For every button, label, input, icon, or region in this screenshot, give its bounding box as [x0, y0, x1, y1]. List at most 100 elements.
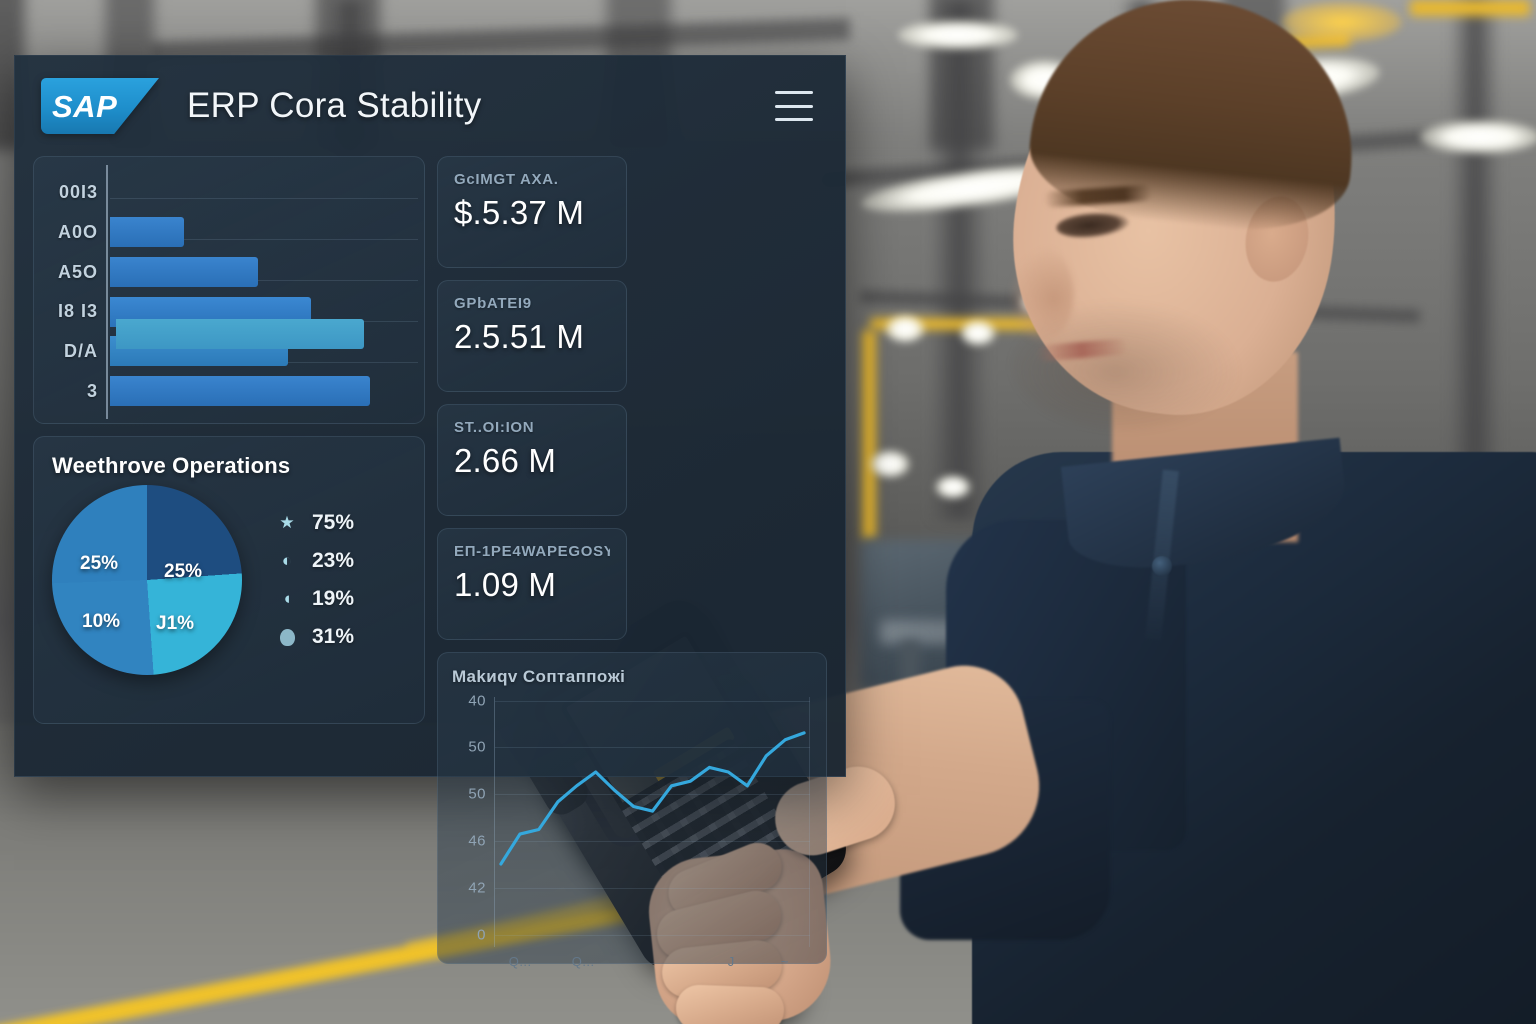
- bar-label: 3: [86, 380, 98, 401]
- yellow-rail: [862, 330, 876, 540]
- kpi-value: 2.66 M: [454, 442, 557, 479]
- dashboard-header: SAP ERP Cora Stability: [33, 56, 827, 156]
- gridline: [495, 747, 810, 748]
- legend-value: 31%: [312, 625, 355, 648]
- ceiling-light: [960, 320, 996, 346]
- legend-value: 75%: [312, 511, 355, 534]
- x-tick-label: ~: [780, 954, 789, 969]
- blob-icon: [276, 626, 298, 648]
- y-tick-label: 0: [477, 926, 486, 944]
- hamburger-line: [775, 104, 813, 108]
- x-tick-label: Q...: [571, 954, 595, 969]
- bar-chart-gridline: [110, 280, 418, 281]
- bar-row: A5O: [44, 252, 406, 292]
- kpi-card[interactable]: GcIMGT AXA. $.5.37 M: [437, 156, 627, 268]
- plot-right-border: [809, 697, 810, 947]
- pie-chart-card: Weethrove Operations 25% J1% 10% 25% ★ 7…: [33, 436, 425, 724]
- bar-chart-gridline: [110, 239, 418, 240]
- pie-chart-body: 25% J1% 10% 25% ★ 75% ◐ 23%: [52, 485, 406, 675]
- kpi-value: $.5.37 M: [454, 194, 585, 231]
- kpi-card-grid: GcIMGT AXA. $.5.37 M GPbATEI9 2.5.51 M S…: [437, 156, 827, 640]
- legend-item[interactable]: ◐ 23%: [276, 542, 354, 580]
- kpi-label: ST..OI:ION: [454, 419, 535, 436]
- kpi-label: GPbATEI9: [454, 295, 532, 312]
- line-chart-card: Makиqv Coптaппoжi 40 50 50 46 42 0: [437, 652, 827, 969]
- bar-chart-axis: [106, 165, 108, 419]
- legend-value: 19%: [312, 587, 355, 610]
- bar-row: 3: [44, 371, 406, 411]
- gridline: [495, 701, 810, 702]
- polo-button: [1152, 556, 1172, 576]
- pie-slice-label: J1%: [156, 613, 195, 634]
- kpi-label: EП-1PE4WAPEGOSY: [454, 543, 610, 560]
- y-tick-label: 40: [468, 692, 486, 710]
- bar-track: [110, 252, 406, 292]
- pie-chart-title: Weethrove Operations: [52, 453, 291, 478]
- sap-logo: SAP: [41, 78, 159, 134]
- bar-track: [110, 371, 406, 411]
- line-chart-plot: 40 50 50 46 42 0: [452, 693, 810, 969]
- pie-chart[interactable]: 25% J1% 10% 25%: [52, 485, 242, 675]
- gridline: [495, 794, 810, 795]
- warning-light: [1282, 2, 1402, 42]
- legend-item[interactable]: ◖ 19%: [276, 580, 354, 618]
- hamburger-line: [775, 91, 813, 94]
- bar-chart-card: 00I3 A0O A5O: [33, 156, 425, 424]
- bar-chart-gridline: [110, 198, 418, 199]
- bar[interactable]: [110, 257, 258, 288]
- worker-nose: [1008, 246, 1074, 342]
- line-chart-title: Makиqv Coптaппoжi: [452, 667, 626, 686]
- sap-logo-text: SAP: [52, 89, 118, 124]
- yellow-rail: [1410, 0, 1530, 16]
- y-tick-label: 50: [468, 785, 486, 803]
- x-tick-label: J: [727, 954, 735, 969]
- ceiling-light: [870, 450, 910, 478]
- bar-label: I8 I3: [57, 301, 98, 322]
- star-icon: ★: [279, 513, 295, 532]
- dashboard-left-column: 00I3 A0O A5O: [33, 156, 425, 964]
- bar-label: A5O: [57, 261, 98, 282]
- pie-legend: ★ 75% ◐ 23% ◖ 19% 31%: [276, 504, 354, 656]
- bar[interactable]: [110, 217, 184, 248]
- pie-slice-label: 10%: [82, 611, 121, 632]
- bar-highlighted[interactable]: [116, 319, 364, 349]
- hand-finger: [675, 984, 785, 1024]
- ceiling-light: [1420, 120, 1536, 154]
- pie-slice-label: 25%: [80, 553, 119, 574]
- y-tick-label: 42: [468, 879, 486, 897]
- support-pillar: [930, 0, 988, 520]
- gridline: [495, 888, 810, 889]
- bar-row: 00I3: [44, 173, 406, 213]
- y-tick-label: 46: [468, 832, 486, 850]
- line-chart-y-axis: 40 50 50 46 42 0: [452, 693, 494, 947]
- bar-label: 00I3: [58, 182, 98, 203]
- bar[interactable]: [110, 376, 371, 407]
- factory-worker: [687, 0, 1536, 1024]
- kpi-card[interactable]: GPbATEI9 2.5.51 M: [437, 280, 627, 392]
- kpi-card[interactable]: EП-1PE4WAPEGOSY 1.09 M: [437, 528, 627, 640]
- hamburger-line: [775, 118, 813, 121]
- legend-item[interactable]: 31%: [276, 618, 354, 656]
- bar-track: [110, 213, 406, 253]
- y-tick-label: 50: [468, 738, 486, 756]
- dashboard-grid: 00I3 A0O A5O: [33, 156, 827, 969]
- drop-icon: ◖: [281, 589, 293, 608]
- line-chart-series[interactable]: [495, 697, 810, 939]
- bar-track: [110, 173, 406, 213]
- gridline: [495, 935, 810, 936]
- hamburger-menu-icon[interactable]: [775, 91, 813, 121]
- bar-label: A0O: [57, 221, 98, 242]
- kpi-card[interactable]: ST..OI:ION 2.66 M: [437, 404, 627, 516]
- bar-row: A0O: [44, 213, 406, 253]
- legend-value: 23%: [312, 549, 355, 572]
- bar-label: D/A: [64, 340, 98, 361]
- ceiling-light: [885, 315, 925, 343]
- pie-slice-label: 25%: [164, 561, 203, 582]
- ceiling-light: [898, 20, 1018, 50]
- circle-quarter-icon: ◐: [281, 551, 293, 570]
- page-title: ERP Cora Stability: [187, 86, 482, 125]
- kpi-label: GcIMGT AXA.: [454, 171, 559, 188]
- gridline: [495, 841, 810, 842]
- legend-item[interactable]: ★ 75%: [276, 504, 354, 542]
- erp-dashboard-panel: SAP ERP Cora Stability 00I3: [14, 55, 846, 969]
